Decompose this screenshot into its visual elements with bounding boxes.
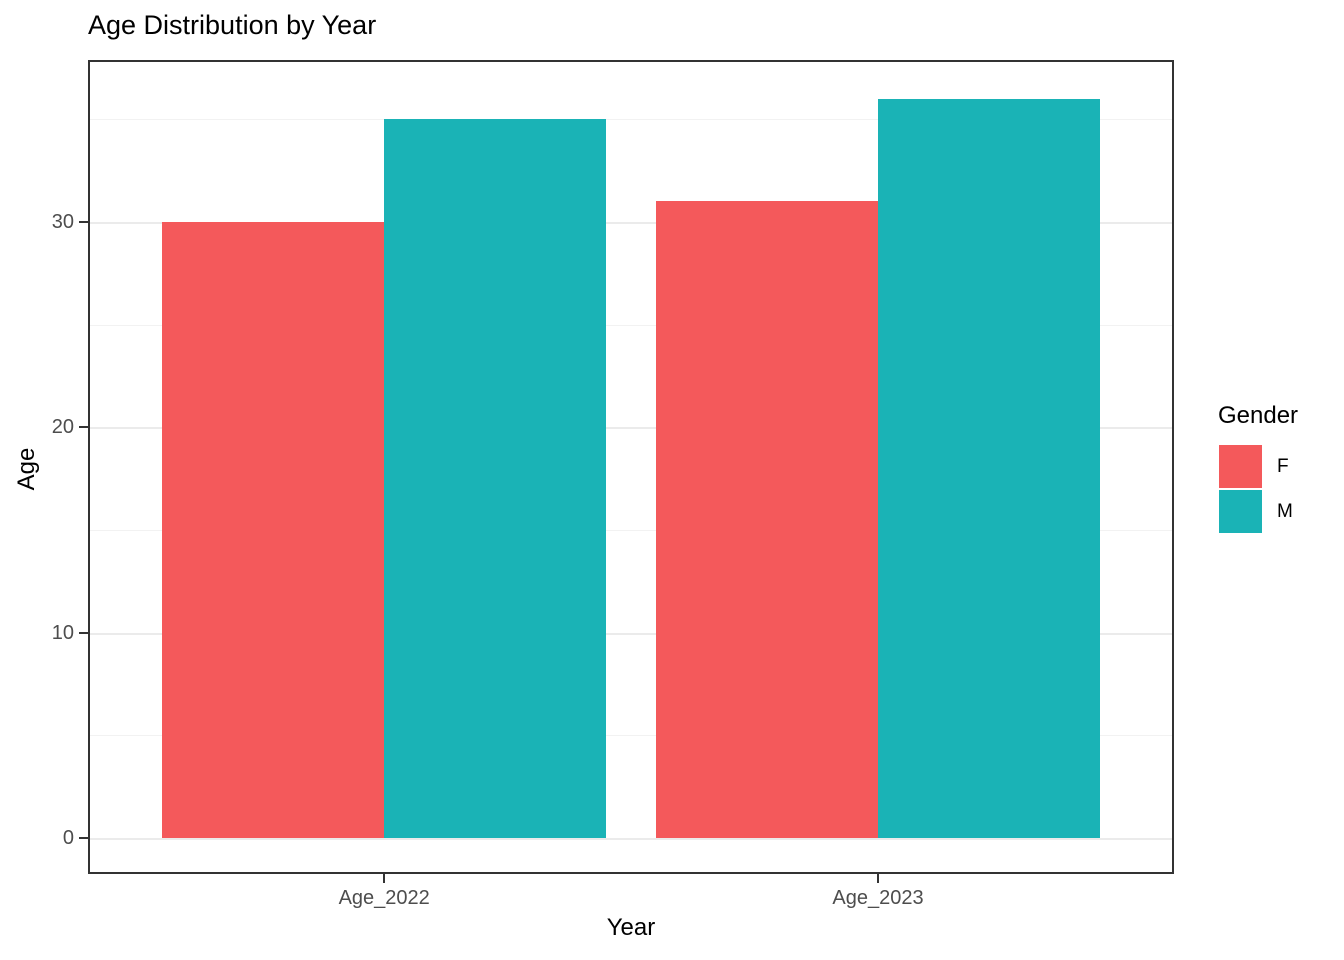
x-tick-label: Age_2023: [832, 887, 924, 909]
bar-f-age_2022: [162, 222, 385, 838]
legend-swatch-m: [1219, 490, 1262, 533]
y-tick-label: 20: [51, 416, 74, 439]
y-tick-mark: [79, 837, 88, 839]
gridline-minor: [88, 119, 1174, 121]
x-tick-mark: [877, 874, 879, 883]
legend-label-m: M: [1277, 501, 1293, 522]
y-axis-title: Age: [13, 447, 40, 491]
plot-panel: [88, 60, 1174, 874]
x-axis-title: Year: [606, 914, 656, 941]
gridline-major: [88, 632, 1174, 635]
bar-m-age_2023: [878, 98, 1101, 838]
y-tick-label: 10: [51, 621, 74, 644]
y-tick-mark: [79, 631, 88, 634]
legend-label-f: F: [1277, 456, 1289, 477]
gridline-major: [88, 222, 1174, 224]
legend-swatch-f: [1219, 445, 1262, 488]
x-tick-mark: [383, 874, 386, 883]
bar-m-age_2022: [384, 119, 607, 838]
y-tick-mark: [79, 221, 88, 223]
legend-title: Gender: [1218, 402, 1299, 429]
x-tick-label: Age_2022: [338, 887, 430, 909]
gridline-minor: [88, 530, 1174, 531]
y-tick-label: 0: [62, 827, 74, 849]
bar-f-age_2023: [655, 201, 878, 838]
y-tick-label: 30: [51, 211, 74, 233]
chart-title: Age Distribution by Year: [88, 10, 377, 40]
gridline-major: [88, 838, 1174, 840]
gridline-major: [88, 427, 1174, 430]
y-tick-mark: [79, 426, 88, 429]
gridline-minor: [88, 735, 1174, 737]
gridline-minor: [88, 324, 1174, 326]
